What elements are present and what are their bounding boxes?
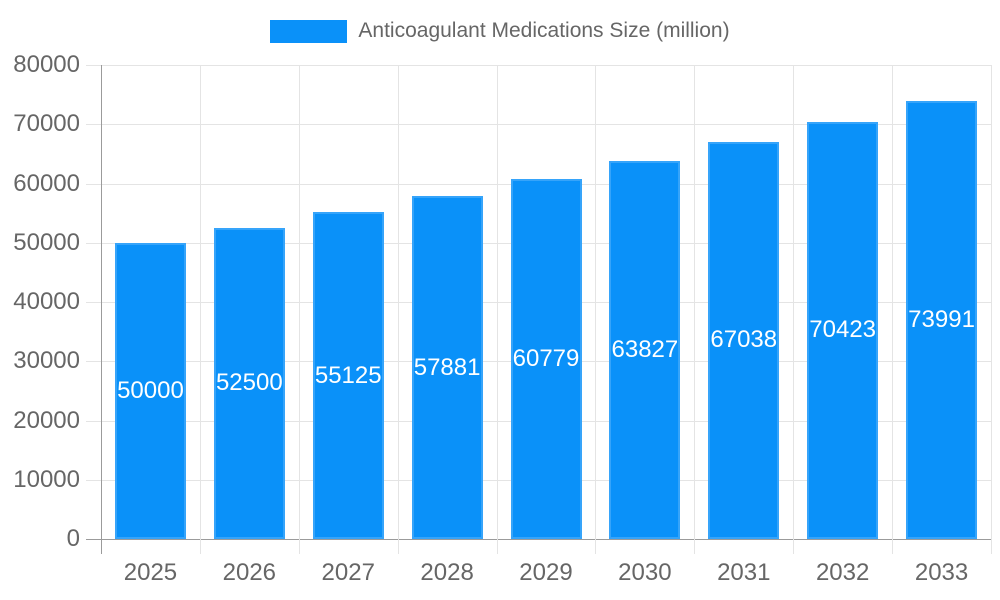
bar-2027[interactable]: 55125 <box>312 212 384 539</box>
plot-area: 50000 52500 55125 57881 60779 63827 67038 70423… <box>86 65 992 554</box>
bar-2033[interactable]: 73991 <box>906 100 978 539</box>
bar-2030[interactable]: 63827 <box>609 160 681 539</box>
x-gridline <box>694 65 696 554</box>
x-axis-tick-label: 2032 <box>815 559 870 586</box>
y-axis-tick-label: 20000 <box>13 406 80 434</box>
x-gridline <box>793 65 795 554</box>
x-gridline <box>397 65 399 554</box>
x-axis-labels: 2025 2026 2027 2028 2029 2030 2031 2032 2033 <box>101 558 991 588</box>
bar-value-label: 63827 <box>611 335 679 363</box>
bar-value-label: 67038 <box>710 326 778 354</box>
bar-2031[interactable]: 67038 <box>708 141 780 539</box>
y-gridline <box>86 124 991 126</box>
x-axis-tick-label: 2030 <box>618 559 672 586</box>
bar-value-label: 70423 <box>809 316 877 344</box>
y-axis-tick-label: 50000 <box>13 228 80 256</box>
x-axis-tick-label: 2028 <box>420 559 474 586</box>
x-axis-tick-label: 2025 <box>123 559 178 586</box>
bar-value-label: 57881 <box>413 353 481 381</box>
y-axis-tick-label: 10000 <box>13 465 80 493</box>
bar-2028[interactable]: 57881 <box>411 196 483 539</box>
legend-label: Anticoagulant Medications Size (million) <box>358 19 730 42</box>
y-axis-tick-label: 0 <box>66 525 80 552</box>
x-gridline <box>595 65 597 554</box>
x-gridline <box>892 65 894 554</box>
bar-value-label: 50000 <box>117 376 184 404</box>
y-axis-tick-label: 80000 <box>13 51 80 78</box>
y-gridline <box>86 65 991 66</box>
bar-2032[interactable]: 70423 <box>807 121 879 539</box>
bar-2026[interactable]: 52500 <box>213 227 285 539</box>
bar-2029[interactable]: 60779 <box>510 178 582 539</box>
x-gridline <box>991 65 992 554</box>
bar-2025[interactable]: 50000 <box>114 242 186 539</box>
chart-legend[interactable]: Anticoagulant Medications Size (million) <box>0 19 1000 43</box>
y-axis-tick-label: 70000 <box>13 110 80 138</box>
x-gridline <box>496 65 498 554</box>
x-gridline <box>298 65 300 554</box>
bar-value-label: 60779 <box>512 344 580 372</box>
x-gridline <box>199 65 201 554</box>
bar-value-label: 55125 <box>314 361 382 389</box>
y-axis-tick-label: 40000 <box>13 288 80 315</box>
y-gridline <box>86 539 991 540</box>
y-axis-tick-label: 30000 <box>13 347 80 375</box>
bar-value-label: 52500 <box>215 369 283 397</box>
x-axis-tick-label: 2033 <box>914 559 969 586</box>
x-axis-tick-label: 2026 <box>222 559 277 586</box>
x-axis-tick-label: 2027 <box>321 559 375 586</box>
x-axis-tick-label: 2029 <box>519 559 573 586</box>
x-gridline <box>101 65 102 554</box>
y-axis-labels: 0 10000 20000 30000 40000 50000 60000 70000 8000… <box>0 0 80 600</box>
y-axis-tick-label: 60000 <box>13 169 80 197</box>
x-axis-tick-label: 2031 <box>717 559 771 586</box>
bar-value-label: 73991 <box>908 305 975 333</box>
legend-swatch <box>270 19 348 43</box>
